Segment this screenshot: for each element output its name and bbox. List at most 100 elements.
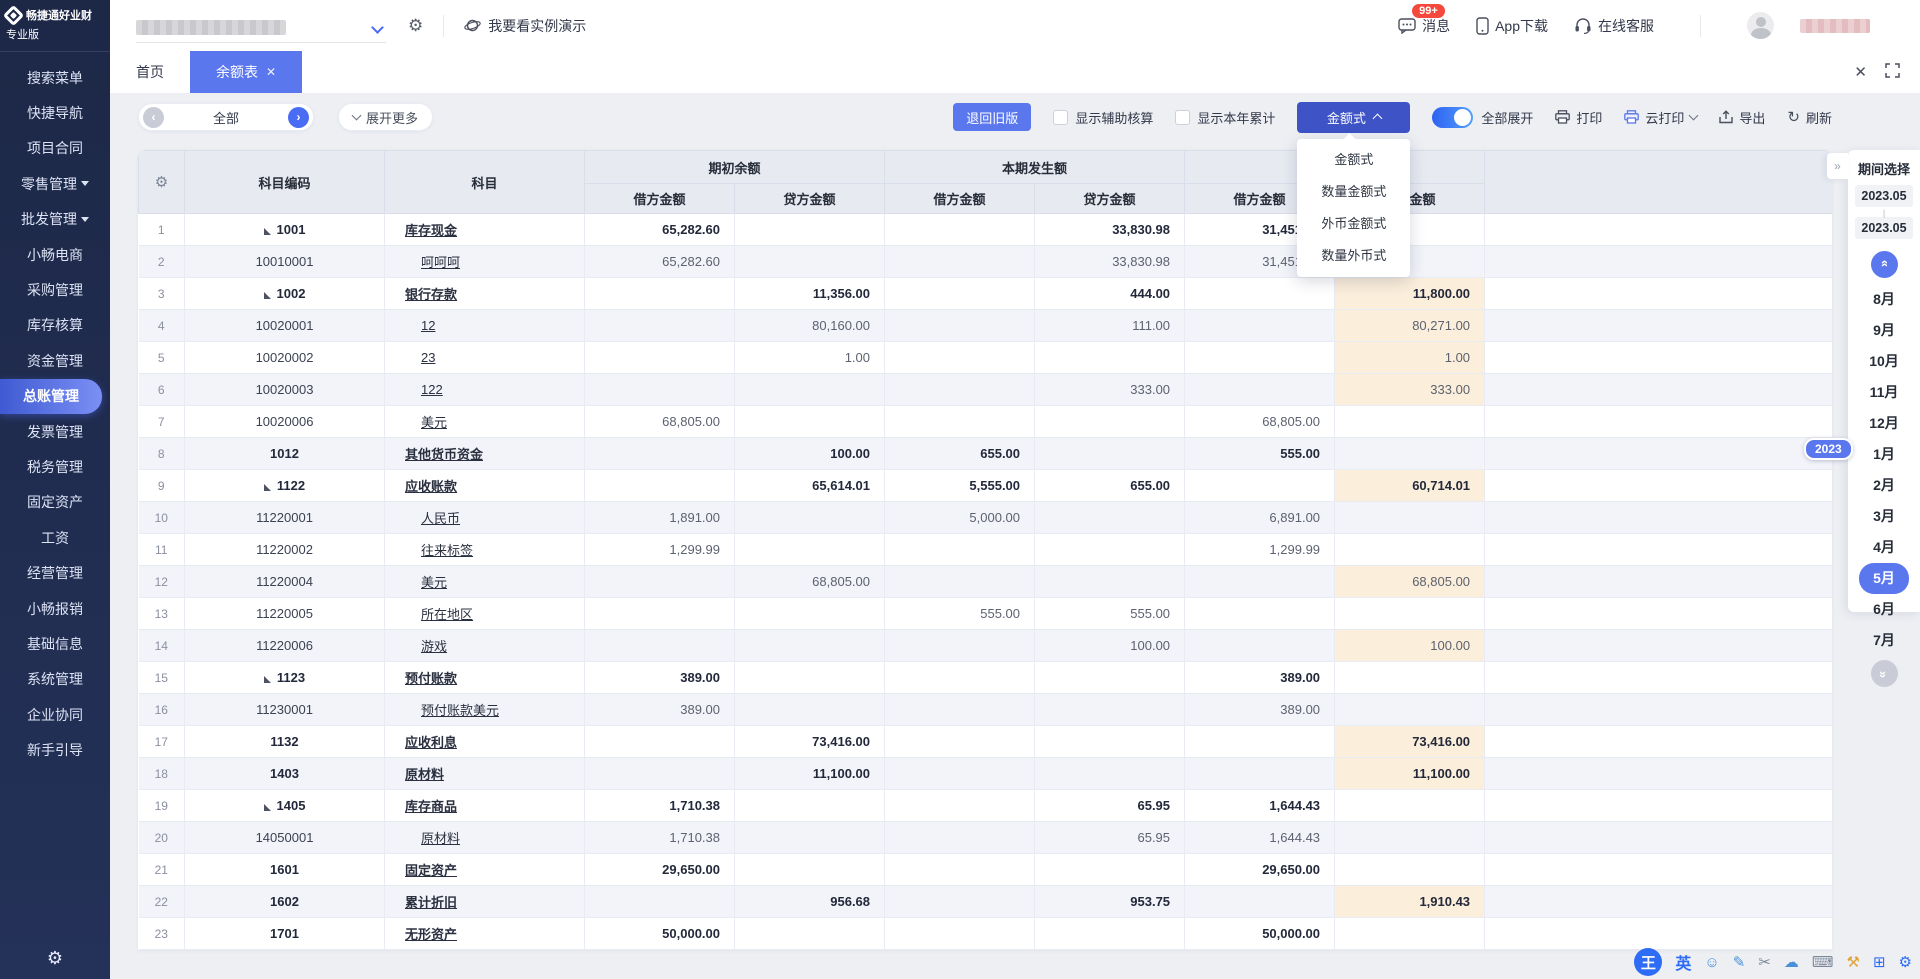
user-avatar[interactable]	[1747, 12, 1774, 39]
messages-link[interactable]: 消息 99+	[1398, 3, 1450, 36]
account-code-cell[interactable]: 1405	[184, 789, 385, 822]
sidebar-item-基础信息[interactable]: 基础信息	[0, 626, 110, 661]
sidebar-item-工资[interactable]: 工资	[0, 520, 110, 555]
month-item-12月[interactable]: 12月	[1869, 415, 1899, 431]
format-menu-item-数量外币式[interactable]: 数量外币式	[1321, 247, 1387, 263]
show-aux-checkbox-group[interactable]: 显示辅助核算	[1053, 108, 1153, 127]
demo-link[interactable]: 我要看实例演示	[464, 16, 586, 36]
account-name-link[interactable]: 美元	[421, 575, 448, 590]
cloud-print-button[interactable]: 云打印	[1624, 108, 1699, 127]
period-from[interactable]: 2023.05	[1855, 185, 1913, 207]
month-item-7月[interactable]: 7月	[1873, 632, 1895, 648]
month-item-10月[interactable]: 10月	[1869, 353, 1899, 369]
keyboard-icon[interactable]: ⌨	[1811, 954, 1834, 971]
print-button[interactable]: 打印	[1555, 108, 1602, 127]
app-download-link[interactable]: App下载	[1476, 16, 1548, 36]
account-name-link[interactable]: 122	[421, 382, 443, 397]
sidebar-item-资金管理[interactable]: 资金管理	[0, 343, 110, 378]
show-ytd-checkbox-group[interactable]: 显示本年累计	[1175, 108, 1275, 127]
tab-close-icon[interactable]: ✕	[266, 65, 277, 79]
month-item-11月[interactable]: 11月	[1869, 384, 1899, 400]
account-name-link[interactable]: 累计折旧	[405, 895, 458, 910]
sidebar-item-搜索菜单[interactable]: 搜索菜单	[0, 60, 110, 95]
account-name-link[interactable]: 往来标签	[421, 543, 474, 558]
collapse-panel-icon[interactable]: »	[1827, 153, 1848, 179]
month-item-8月[interactable]: 8月	[1873, 291, 1895, 307]
sidebar-item-快捷导航[interactable]: 快捷导航	[0, 95, 110, 130]
account-name-link[interactable]: 原材料	[405, 767, 445, 782]
sidebar-item-新手引导[interactable]: 新手引导	[0, 732, 110, 767]
company-selector[interactable]	[136, 9, 386, 43]
account-code-cell[interactable]: 1002	[184, 277, 385, 310]
account-name-link[interactable]: 原材料	[421, 831, 461, 846]
ime-logo-icon[interactable]: 王	[1634, 948, 1663, 976]
settings-gear-icon[interactable]: ⚙	[408, 15, 424, 35]
sidebar-item-经营管理[interactable]: 经营管理	[0, 555, 110, 590]
month-item-5月[interactable]: 5月	[1859, 563, 1909, 594]
month-item-2月[interactable]: 2月	[1873, 477, 1895, 493]
account-name-link[interactable]: 应收账款	[405, 479, 458, 494]
sidebar-item-批发管理[interactable]: 批发管理	[0, 202, 110, 237]
account-name-link[interactable]: 美元	[421, 415, 448, 430]
toolbox-icon[interactable]: ⚒	[1846, 954, 1860, 971]
expand-triangle-icon[interactable]	[263, 676, 271, 683]
back-to-old-button[interactable]: 退回旧版	[953, 103, 1032, 131]
column-settings-gear[interactable]: ⚙	[138, 150, 185, 214]
pen-icon[interactable]: ✎	[1732, 954, 1746, 971]
show-ytd-checkbox[interactable]	[1175, 109, 1191, 125]
cloud-icon[interactable]: ☁	[1783, 954, 1799, 971]
month-item-3月[interactable]: 3月	[1873, 508, 1895, 524]
format-menu-item-金额式[interactable]: 金额式	[1334, 151, 1374, 167]
account-name-link[interactable]: 固定资产	[405, 863, 458, 878]
sidebar-item-企业协同[interactable]: 企业协同	[0, 697, 110, 732]
refresh-button[interactable]: ↻ 刷新	[1787, 108, 1832, 127]
account-name-link[interactable]: 人民币	[421, 511, 461, 526]
account-name-link[interactable]: 预付账款美元	[421, 703, 500, 718]
account-name-link[interactable]: 银行存款	[405, 287, 458, 302]
expand-more-button[interactable]: 展开更多	[338, 103, 434, 131]
export-button[interactable]: 导出	[1719, 108, 1765, 127]
account-name-link[interactable]: 12	[421, 318, 436, 333]
sidebar-item-小畅报销[interactable]: 小畅报销	[0, 591, 110, 626]
month-item-1月[interactable]: 1月	[1873, 446, 1895, 462]
account-name-link[interactable]: 应收利息	[405, 735, 458, 750]
scope-selector[interactable]: ‹ 全部 ›	[138, 103, 314, 131]
format-menu-item-外币金额式[interactable]: 外币金额式	[1321, 215, 1387, 231]
month-item-9月[interactable]: 9月	[1873, 322, 1895, 338]
emoji-icon[interactable]: ☺	[1704, 953, 1720, 971]
account-code-cell[interactable]: 1122	[184, 469, 385, 502]
sidebar-item-项目合同[interactable]: 项目合同	[0, 131, 110, 166]
expand-triangle-icon[interactable]	[263, 804, 271, 811]
sidebar-settings-gear-icon[interactable]: ⚙	[46, 948, 64, 968]
close-all-tabs-icon[interactable]: ✕	[1854, 64, 1867, 81]
grid-icon[interactable]: ⊞	[1872, 954, 1886, 971]
account-name-link[interactable]: 无形资产	[405, 927, 458, 942]
chevron-left-icon[interactable]: ‹	[143, 106, 164, 128]
format-style-button[interactable]: 金额式	[1297, 101, 1411, 133]
account-code-cell[interactable]: 1123	[184, 661, 385, 694]
ime-settings-gear-icon[interactable]: ⚙	[1898, 954, 1912, 971]
expand-triangle-icon[interactable]	[263, 292, 271, 299]
tab-balance-sheet[interactable]: 余额表 ✕	[190, 51, 303, 93]
scroll-months-down-icon[interactable]: »	[1870, 660, 1898, 687]
account-code-cell[interactable]: 1001	[184, 213, 385, 246]
account-name-link[interactable]: 其他货币资金	[405, 447, 484, 462]
sidebar-item-发票管理[interactable]: 发票管理	[0, 414, 110, 449]
month-item-6月[interactable]: 6月	[1873, 601, 1895, 617]
sidebar-item-库存核算[interactable]: 库存核算	[0, 308, 110, 343]
month-item-4月[interactable]: 4月	[1873, 539, 1895, 555]
account-name-link[interactable]: 呵呵呵	[421, 255, 461, 270]
sidebar-item-采购管理[interactable]: 采购管理	[0, 272, 110, 307]
sidebar-item-固定资产[interactable]: 固定资产	[0, 485, 110, 520]
expand-all-toggle[interactable]	[1432, 106, 1474, 128]
account-name-link[interactable]: 库存现金	[405, 223, 458, 238]
sidebar-item-税务管理[interactable]: 税务管理	[0, 449, 110, 484]
account-name-link[interactable]: 所在地区	[421, 607, 474, 622]
period-to[interactable]: 2023.05	[1855, 217, 1913, 239]
show-aux-checkbox[interactable]	[1053, 109, 1069, 125]
chevron-right-icon[interactable]: ›	[287, 106, 309, 128]
expand-triangle-icon[interactable]	[263, 484, 271, 491]
account-name-link[interactable]: 23	[421, 350, 436, 365]
scissors-icon[interactable]: ✂	[1758, 954, 1771, 971]
ime-language-mode[interactable]: 英	[1675, 956, 1692, 973]
